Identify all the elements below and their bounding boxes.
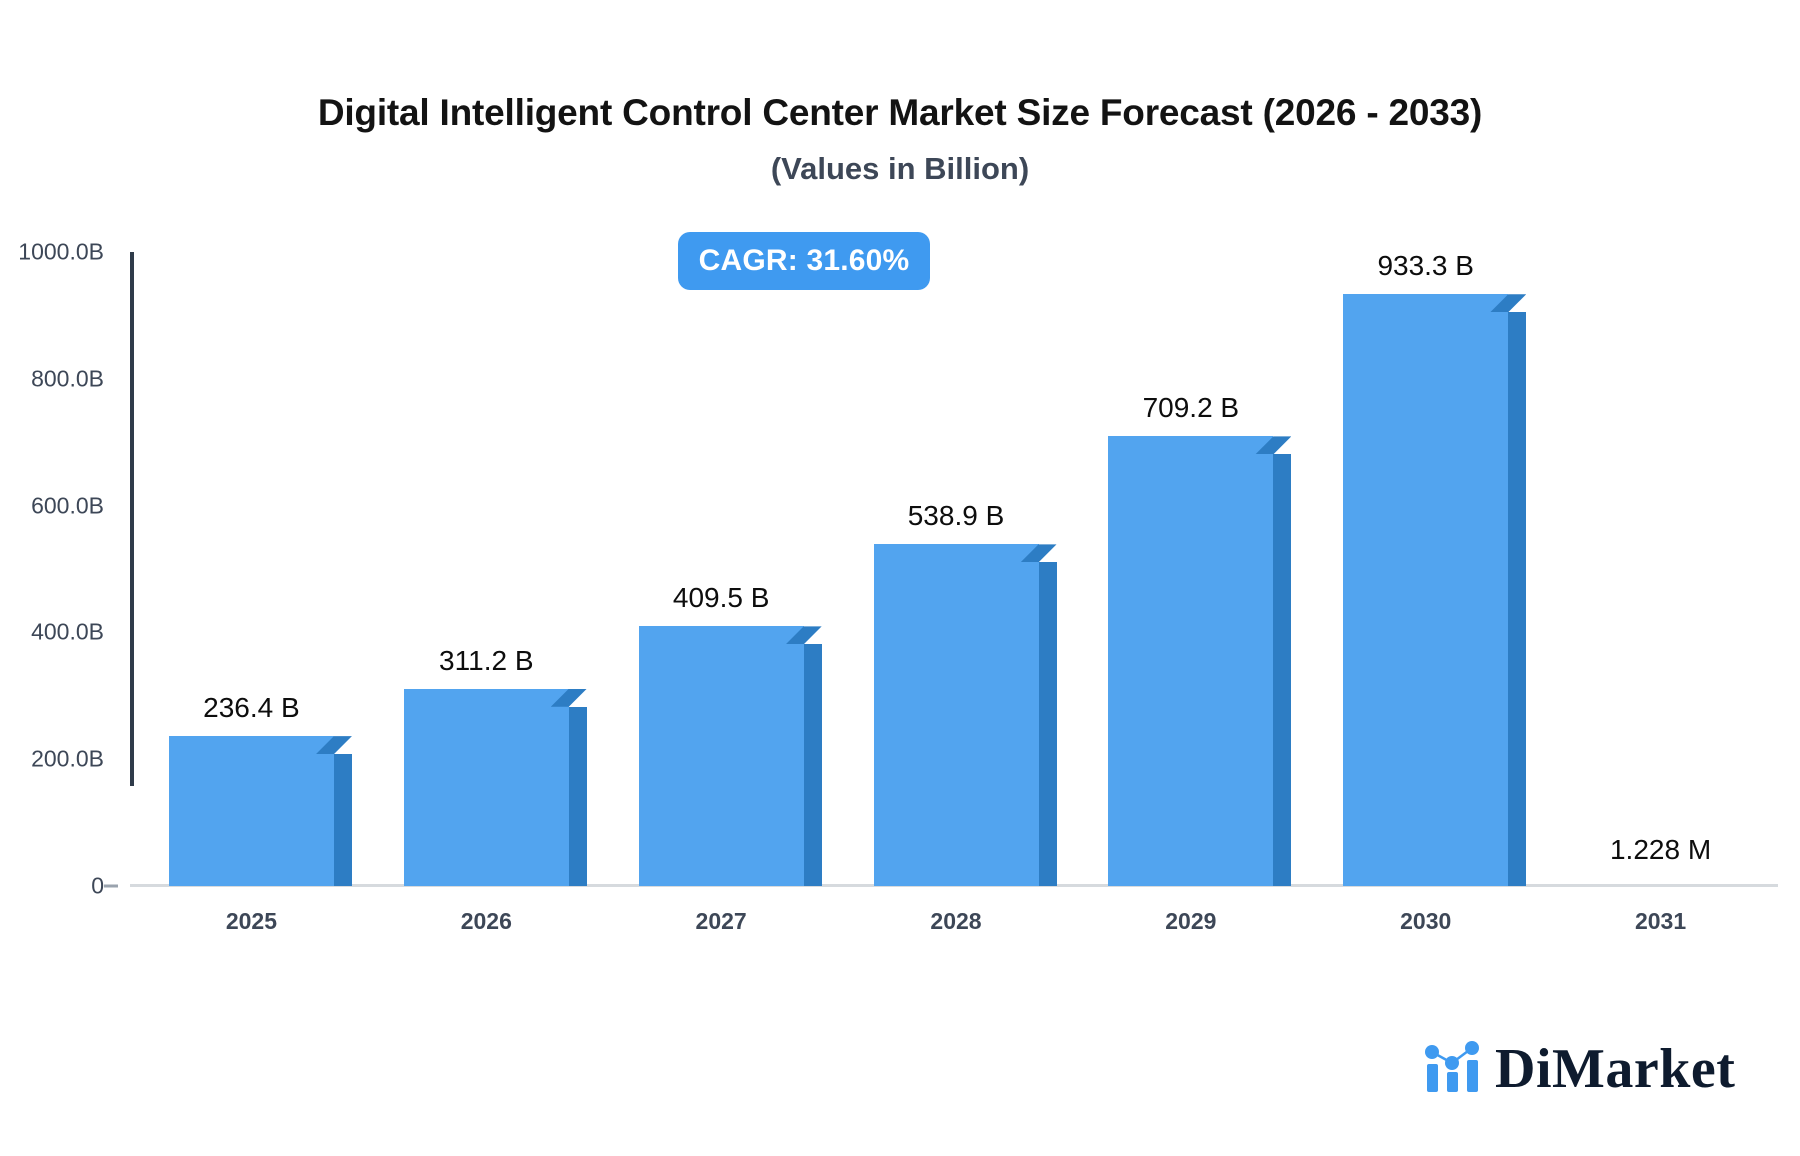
- y-axis-tick-label: 400.0B: [31, 618, 104, 645]
- bar-value-label: 538.9 B: [907, 500, 1005, 532]
- bar: 933.3 B: [1343, 250, 1527, 886]
- bar-face: [1108, 436, 1274, 886]
- y-axis-tick-mark: [104, 884, 118, 888]
- bar-value-label: 709.2 B: [1142, 392, 1240, 424]
- bar-side-3d: [1508, 312, 1527, 886]
- bar: 236.4 B: [168, 692, 352, 886]
- bar-face: [1343, 294, 1509, 886]
- bar-value-label: 1.228 M: [1609, 834, 1712, 865]
- x-axis-tick-label: 2029: [1165, 908, 1217, 934]
- bar-value-label: 311.2 B: [439, 644, 534, 676]
- x-axis-tick-label: 2028: [930, 908, 982, 934]
- cagr-badge: CAGR: 31.60%: [678, 232, 930, 290]
- bar: 311.2 B: [403, 645, 587, 886]
- bar-value-label: 409.5 B: [672, 582, 770, 614]
- bar-side-3d: [1038, 562, 1057, 886]
- bar: 538.9 B: [873, 500, 1057, 886]
- bar-chart-icon: [1423, 1038, 1481, 1099]
- x-axis-tick-label: 2031: [1634, 908, 1687, 934]
- bar: 409.5 B: [638, 582, 822, 886]
- brand-logo: DiMarket: [1423, 1038, 1735, 1099]
- bar-face: [403, 688, 569, 886]
- bar-side-3d: [333, 754, 352, 886]
- logo-text: DiMarket: [1495, 1037, 1736, 1100]
- y-axis-tick-label: 800.0B: [31, 365, 104, 392]
- x-axis-tick-label: 2025: [225, 908, 278, 934]
- bar-side-3d: [1273, 454, 1292, 886]
- y-axis-tick-label: 200.0B: [31, 745, 104, 772]
- page-title: Digital Intelligent Control Center Marke…: [317, 92, 1483, 133]
- x-axis-tick-label: 2030: [1400, 908, 1452, 934]
- chart-subtitle: (Values in Billion): [770, 150, 1030, 186]
- bar-value-label: 236.4 B: [203, 692, 300, 724]
- x-axis-tick-label: 2027: [695, 908, 747, 934]
- y-axis-line: [130, 252, 134, 786]
- bar-value-label: 933.3 B: [1377, 250, 1474, 282]
- bar-side-3d: [568, 706, 587, 886]
- x-axis-tick-label: 2026: [460, 908, 512, 934]
- bar: 709.2 B: [1108, 392, 1292, 886]
- title-block: Digital Intelligent Control Center Marke…: [0, 92, 1800, 187]
- y-axis-tick-label: 600.0B: [31, 492, 104, 519]
- y-axis-tick-label: 1000.0B: [18, 238, 104, 265]
- y-axis-tick-label: 0: [91, 872, 104, 899]
- bar-face: [638, 626, 804, 886]
- bar-face: [873, 544, 1039, 886]
- bar-face: [168, 736, 334, 886]
- bar-side-3d: [803, 644, 822, 886]
